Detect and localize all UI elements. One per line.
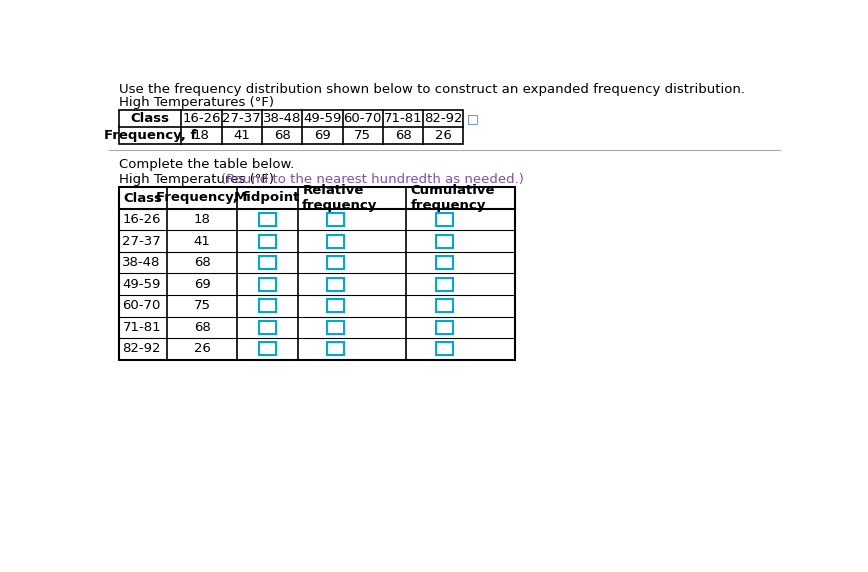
Bar <box>436 321 452 334</box>
Bar <box>436 213 452 226</box>
Bar <box>259 277 276 291</box>
Text: 27-37: 27-37 <box>222 112 261 125</box>
Bar <box>436 235 452 248</box>
Text: 68: 68 <box>194 256 211 269</box>
Text: 38-48: 38-48 <box>122 256 161 269</box>
Text: 18: 18 <box>193 129 210 142</box>
Text: High Temperatures (°F): High Temperatures (°F) <box>119 96 274 109</box>
Text: 71-81: 71-81 <box>384 112 423 125</box>
Bar <box>259 343 276 355</box>
Text: 60-70: 60-70 <box>344 112 382 125</box>
Text: 60-70: 60-70 <box>122 299 161 312</box>
Text: Cumulative
frequency: Cumulative frequency <box>411 184 496 212</box>
Text: 49-59: 49-59 <box>122 278 161 291</box>
Text: 69: 69 <box>194 278 211 291</box>
Bar <box>436 256 452 269</box>
Text: Class: Class <box>131 112 170 125</box>
Text: Use the frequency distribution shown below to construct an expanded frequency di: Use the frequency distribution shown bel… <box>119 82 746 96</box>
Text: 68: 68 <box>194 321 211 334</box>
Bar <box>259 256 276 269</box>
Text: 41: 41 <box>194 235 211 248</box>
Text: 82-92: 82-92 <box>424 112 463 125</box>
Text: Relative
frequency: Relative frequency <box>302 184 378 212</box>
Text: 68: 68 <box>273 129 291 142</box>
Text: Class: Class <box>124 192 163 205</box>
Text: 71-81: 71-81 <box>122 321 161 334</box>
Text: 26: 26 <box>194 343 211 355</box>
Bar <box>327 321 344 334</box>
Bar <box>436 277 452 291</box>
Bar <box>119 187 515 360</box>
Text: 69: 69 <box>314 129 331 142</box>
Bar <box>327 213 344 226</box>
Text: 38-48: 38-48 <box>263 112 301 125</box>
Bar <box>259 235 276 248</box>
Bar <box>436 343 452 355</box>
Text: Frequency, f: Frequency, f <box>156 192 248 205</box>
Text: 41: 41 <box>233 129 250 142</box>
Text: High Temperatures (°F): High Temperatures (°F) <box>119 173 274 186</box>
Text: 18: 18 <box>194 213 211 226</box>
Bar <box>327 277 344 291</box>
Text: 26: 26 <box>435 129 451 142</box>
Text: (Round to the nearest hundredth as needed.): (Round to the nearest hundredth as neede… <box>220 173 523 186</box>
Bar <box>119 110 464 144</box>
Text: 16-26: 16-26 <box>122 213 161 226</box>
Bar <box>259 213 276 226</box>
Bar <box>327 235 344 248</box>
Text: 82-92: 82-92 <box>122 343 161 355</box>
Text: 68: 68 <box>395 129 411 142</box>
Bar <box>327 256 344 269</box>
Bar <box>259 299 276 312</box>
Text: Frequency, f: Frequency, f <box>104 129 196 142</box>
Bar <box>259 321 276 334</box>
Text: 16-26: 16-26 <box>182 112 220 125</box>
Text: Midpoint: Midpoint <box>234 192 300 205</box>
Text: 75: 75 <box>194 299 211 312</box>
Bar <box>327 343 344 355</box>
Text: □: □ <box>467 112 479 125</box>
Text: 75: 75 <box>354 129 372 142</box>
Text: 27-37: 27-37 <box>122 235 161 248</box>
Text: Complete the table below.: Complete the table below. <box>119 158 294 171</box>
Bar <box>436 299 452 312</box>
Bar <box>327 299 344 312</box>
Text: 49-59: 49-59 <box>303 112 342 125</box>
